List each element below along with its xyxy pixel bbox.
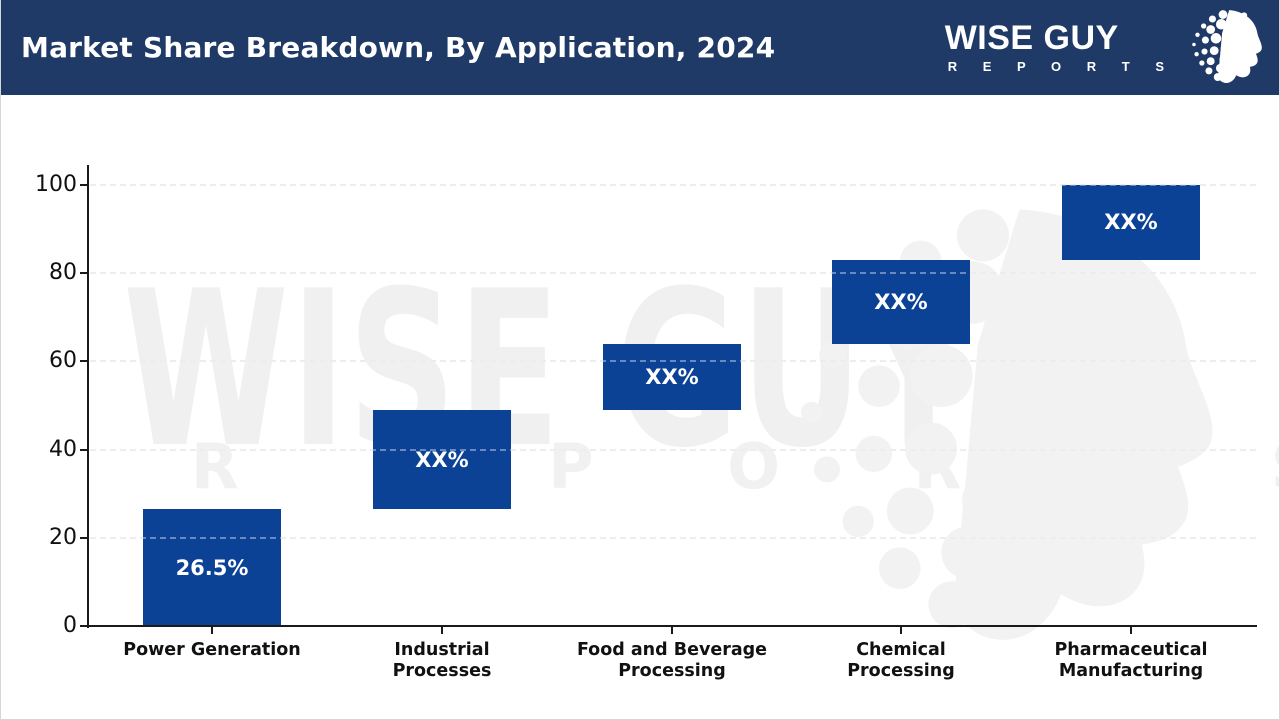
gridline <box>90 184 1257 186</box>
bar-segment <box>373 409 511 510</box>
logo-head-icon <box>1179 7 1267 89</box>
bar-value-label: XX% <box>415 447 469 472</box>
gridline <box>90 448 1257 451</box>
x-axis-line <box>87 625 1257 627</box>
logo-reports-text: R E P O R T S <box>947 59 1175 74</box>
x-tick-mark <box>441 627 443 634</box>
chart-title: Market Share Breakdown, By Application, … <box>21 31 776 64</box>
y-tick-mark <box>80 184 87 186</box>
x-tick-mark <box>211 627 213 634</box>
gridline-overlay <box>90 272 1257 275</box>
y-tick-label: 60 <box>49 348 77 374</box>
x-tick-mark <box>671 627 673 634</box>
gridline-overlay <box>90 360 1257 363</box>
gridline-overlay <box>90 448 1257 451</box>
gridline <box>90 536 1257 539</box>
bar-value-label: XX% <box>1104 210 1158 235</box>
y-tick-mark <box>80 272 87 275</box>
y-tick-label: 100 <box>35 172 77 197</box>
watermark-wiseguy-text: WISE GUY <box>123 244 975 495</box>
y-tick-label: 20 <box>49 524 77 550</box>
logo-wiseguy-text: WISE GUY <box>944 19 1119 57</box>
gridline-overlay <box>90 536 1257 539</box>
y-tick-mark <box>80 448 87 451</box>
gridline-overlay <box>90 184 1257 186</box>
bar-segment <box>143 509 281 626</box>
x-category-label: Power Generation <box>123 640 301 660</box>
bar-value-label: XX% <box>874 289 928 314</box>
logo-text: WISE GUY R E P O R T S <box>945 21 1175 74</box>
bar-segment <box>832 259 970 344</box>
y-tick-label: 0 <box>63 613 77 638</box>
y-tick-label: 80 <box>49 260 77 286</box>
x-category-label: Pharmaceutical Manufacturing <box>1054 640 1208 682</box>
bar-segment <box>1062 185 1200 260</box>
bar-value-label: 26.5% <box>175 555 249 580</box>
y-tick-mark <box>80 360 87 363</box>
bar-value-label: XX% <box>645 364 699 389</box>
x-category-label: Industrial Processes <box>392 640 492 682</box>
bar-segment <box>603 343 741 410</box>
x-category-label: Chemical Processing <box>847 640 955 682</box>
y-tick-mark <box>80 536 87 539</box>
y-tick-label: 40 <box>49 436 77 462</box>
gridline <box>90 272 1257 275</box>
header-bar: Market Share Breakdown, By Application, … <box>1 0 1279 95</box>
x-category-label: Food and Beverage Processing <box>576 640 768 682</box>
y-tick-mark <box>80 625 87 627</box>
wiseguy-logo: WISE GUY R E P O R T S <box>945 7 1267 89</box>
x-tick-mark <box>1130 627 1132 634</box>
y-axis-line <box>87 165 89 628</box>
x-tick-mark <box>900 627 902 634</box>
